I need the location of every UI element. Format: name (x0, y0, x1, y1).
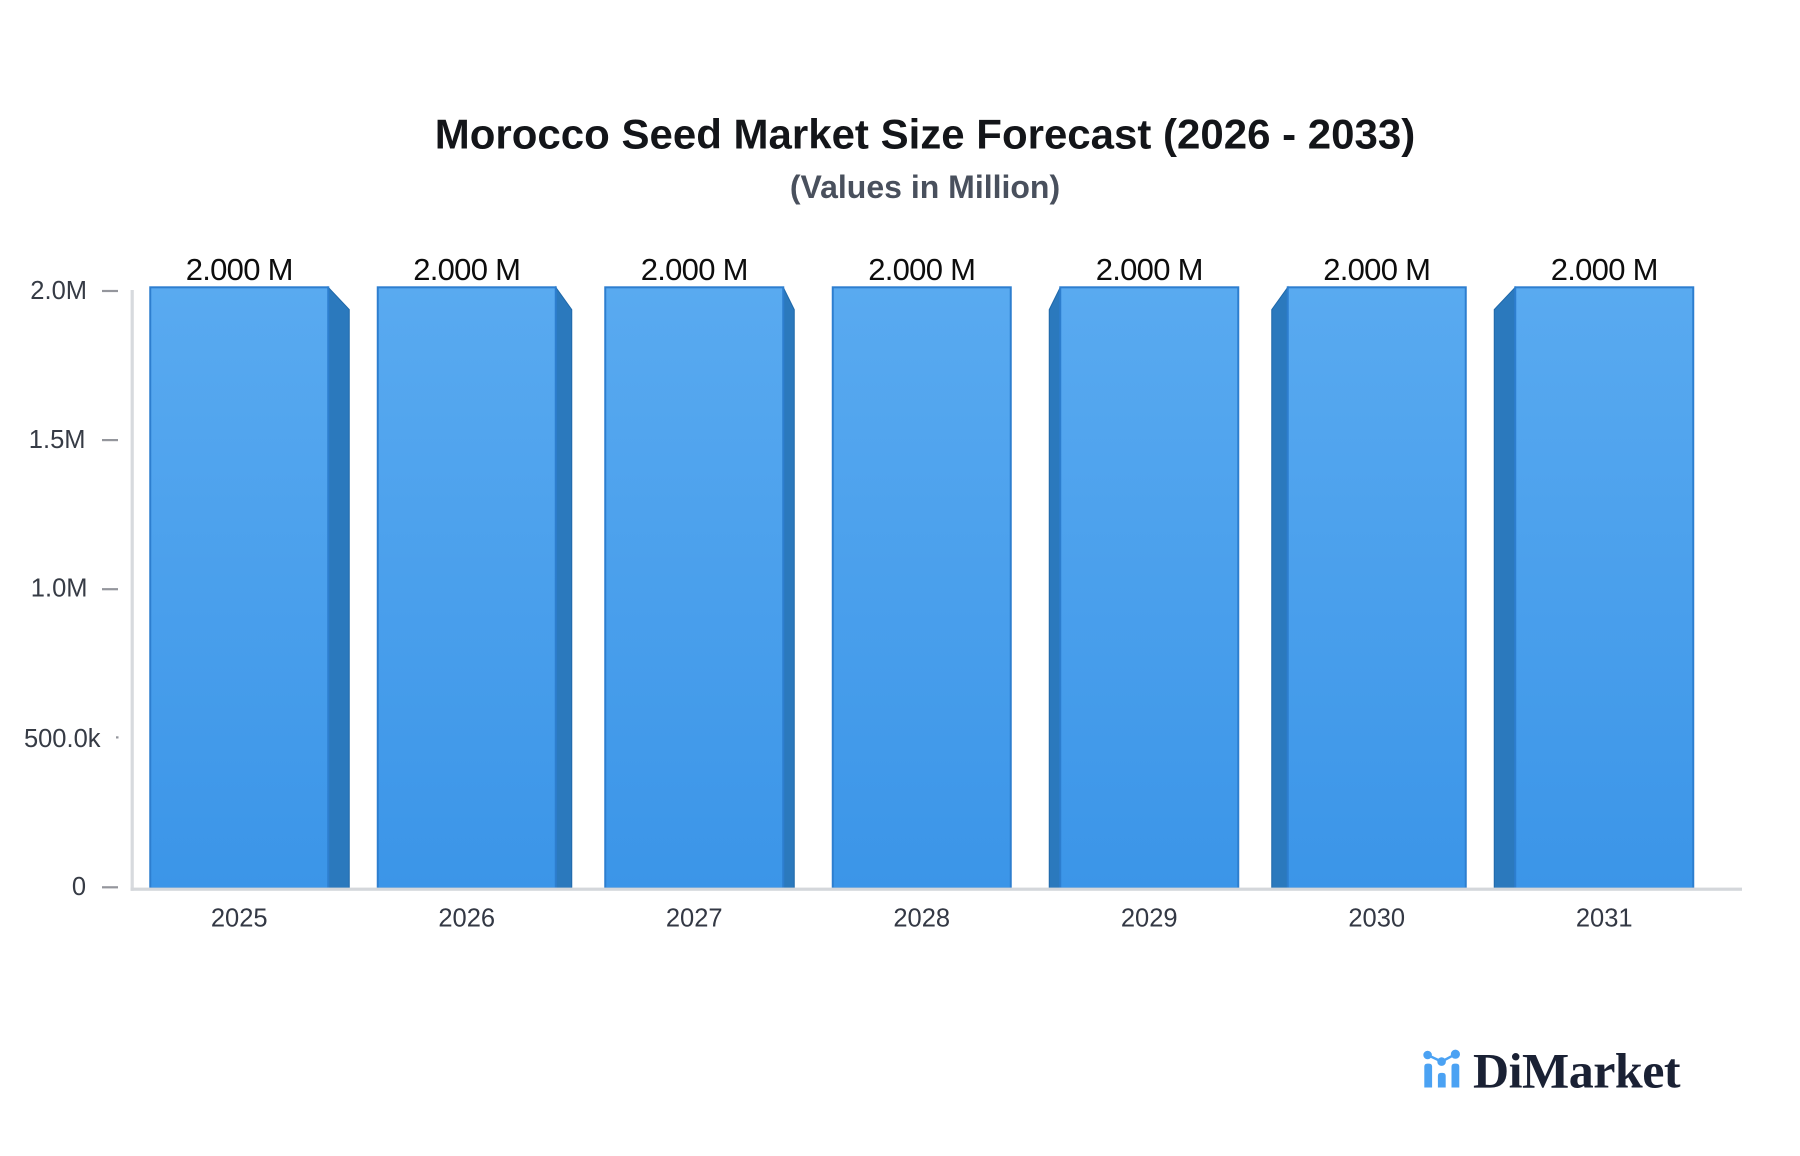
svg-text:Morocco Seed Market Size Forec: Morocco Seed Market Size Forecast (2026 … (435, 111, 1415, 158)
svg-text:1.0M: 1.0M (31, 575, 88, 603)
svg-text:0: 0 (72, 873, 86, 901)
svg-text:2.000 M: 2.000 M (186, 252, 293, 287)
svg-text:1.5M: 1.5M (29, 426, 86, 454)
svg-text:2.000 M: 2.000 M (1096, 252, 1203, 287)
svg-text:2026: 2026 (438, 905, 495, 933)
svg-text:2.000 M: 2.000 M (641, 252, 748, 287)
svg-text:2.000 M: 2.000 M (1551, 252, 1658, 287)
svg-text:500.0k: 500.0k (24, 725, 101, 753)
svg-text:2025: 2025 (211, 905, 268, 933)
svg-text:2027: 2027 (666, 905, 723, 933)
svg-text:2.000 M: 2.000 M (1323, 252, 1430, 287)
svg-text:2.000 M: 2.000 M (868, 252, 975, 287)
svg-text:2031: 2031 (1576, 905, 1633, 933)
svg-text:2.0M: 2.0M (30, 277, 87, 305)
svg-text:DiMarket: DiMarket (1473, 1043, 1681, 1099)
svg-text:(Values in Million): (Values in Million) (790, 169, 1060, 205)
svg-text:2029: 2029 (1121, 905, 1178, 933)
svg-text:2030: 2030 (1348, 905, 1405, 933)
svg-text:2.000 M: 2.000 M (413, 252, 520, 287)
svg-text:2028: 2028 (893, 905, 950, 933)
